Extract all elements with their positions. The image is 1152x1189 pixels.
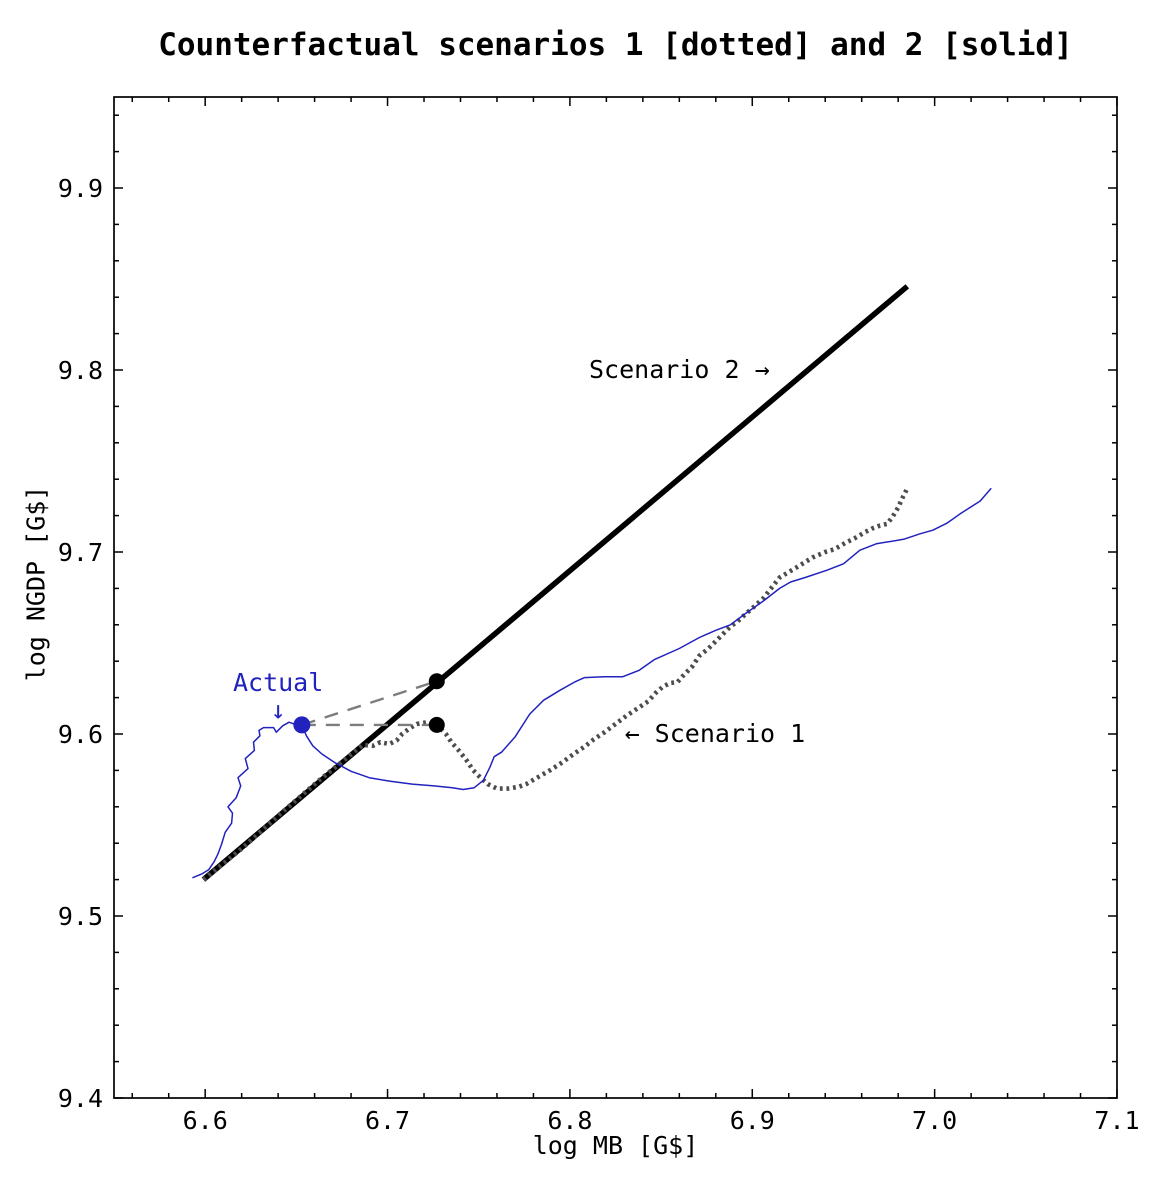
actual-label: Actual — [233, 668, 323, 697]
actual-line — [192, 487, 992, 879]
axis-ticks — [114, 97, 1118, 1099]
tick-labels: 6.6 6.7 6.8 6.9 7.0 7.1 9.4 9.5 9.6 9.7 9.8 9.9 — [58, 174, 1140, 1135]
x-tick-label: 6.8 — [547, 1106, 592, 1135]
x-axis-title: log MB [G$] — [532, 1131, 699, 1160]
actual-endpoint — [293, 716, 311, 734]
x-tick-label: 7.0 — [912, 1106, 957, 1135]
chart-title: Counterfactual scenarios 1 [dotted] and … — [158, 27, 1073, 63]
y-tick-label: 9.5 — [58, 902, 103, 931]
scenario1-label: ← Scenario 1 — [625, 719, 806, 748]
scenario2-label: Scenario 2 → — [589, 355, 770, 384]
y-tick-label: 9.9 — [58, 174, 103, 203]
point-markers — [293, 673, 445, 734]
x-tick-label: 7.1 — [1094, 1106, 1139, 1135]
x-tick-label: 6.6 — [183, 1106, 228, 1135]
actual-arrow: ↓ — [271, 695, 286, 724]
y-tick-label: 9.4 — [58, 1084, 103, 1113]
scenario1-marker — [428, 716, 445, 733]
scenario-1-line — [201, 487, 910, 882]
x-tick-label: 6.9 — [730, 1106, 775, 1135]
y-tick-label: 9.6 — [58, 720, 103, 749]
scenario-2-line — [201, 284, 910, 882]
plot-border — [113, 96, 1118, 1099]
x-tick-label: 6.7 — [365, 1106, 410, 1135]
scenario2-marker — [428, 673, 445, 690]
series-lines — [192, 284, 992, 882]
annotations: Scenario 2 → ← Scenario 1 Actual↓ — [233, 355, 805, 748]
y-tick-label: 9.8 — [58, 356, 103, 385]
y-tick-label: 9.7 — [58, 538, 103, 567]
